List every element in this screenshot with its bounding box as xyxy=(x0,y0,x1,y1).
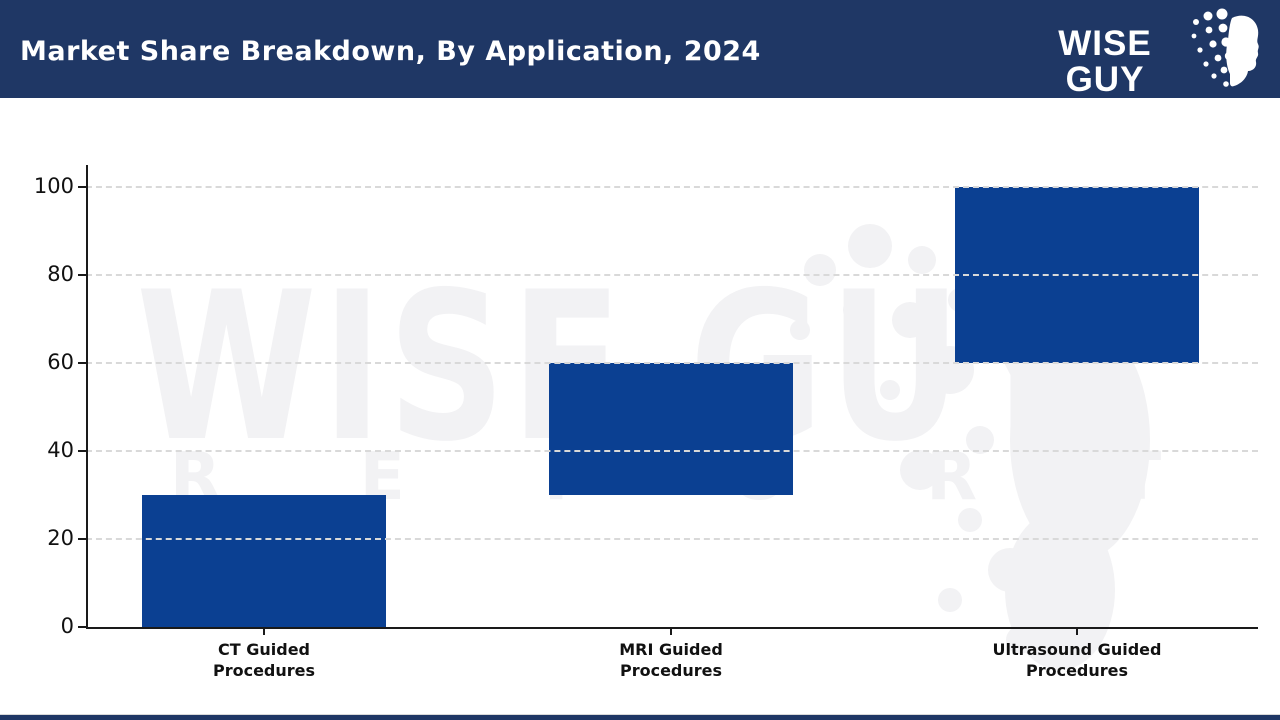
y-tick-40 xyxy=(78,450,86,452)
y-tick-80 xyxy=(78,274,86,276)
gridline-y-60 xyxy=(86,362,1258,364)
x-axis-spine xyxy=(86,627,1258,629)
brand-logo-text: WISE GUY R E P O R T S xyxy=(1016,26,1194,114)
y-tick-20 xyxy=(78,538,86,540)
y-tick-100 xyxy=(78,186,86,188)
footer-bar xyxy=(0,714,1280,720)
y-tick-60 xyxy=(78,362,86,364)
brand-logo-wiseguy: WISE GUY xyxy=(1058,24,1152,99)
x-category-label-mri-guided: MRI Guided Procedures xyxy=(619,640,723,680)
y-tick-label-0: 0 xyxy=(60,614,74,638)
bar-value-label-mri-guided: XX% xyxy=(1163,416,1215,440)
y-tick-0 xyxy=(78,626,86,628)
brand-logo-reports: R E P O R T S xyxy=(1020,99,1190,113)
plot-area: 0 20 40 60 80 100 XX% CT Guided Procedures XX% MR… xyxy=(0,98,1280,714)
bar-value-label-ct-guided: XX% xyxy=(756,548,808,572)
x-tick-ultrasound-guided xyxy=(1076,629,1078,635)
y-tick-label-100: 100 xyxy=(33,174,74,198)
watermark-face-dots xyxy=(790,224,1150,670)
gridline-y-20 xyxy=(86,538,1258,540)
bar-ct-guided xyxy=(142,495,386,627)
x-category-label-ultrasound-guided: Ultrasound Guided Procedures xyxy=(992,640,1162,680)
brand-logo-face-icon xyxy=(1191,8,1259,87)
gridline-y-100 xyxy=(86,186,1258,188)
header-bar: Market Share Breakdown, By Application, … xyxy=(0,0,1280,113)
gridline-y-80 xyxy=(86,274,1258,276)
y-axis-spine xyxy=(86,165,88,629)
bar-mri-guided xyxy=(549,363,793,495)
chart-title: Market Share Breakdown, By Application, … xyxy=(20,36,761,67)
y-tick-label-80: 80 xyxy=(47,262,74,286)
brand-logo: WISE GUY R E P O R T S xyxy=(1016,8,1266,113)
x-tick-mri-guided xyxy=(670,629,672,635)
x-tick-ct-guided xyxy=(263,629,265,635)
y-tick-label-20: 20 xyxy=(47,526,74,550)
gridline-y-40 xyxy=(86,450,1258,452)
y-tick-label-40: 40 xyxy=(47,438,74,462)
y-tick-label-60: 60 xyxy=(47,350,74,374)
bar-value-label-ultrasound-guided: 40.0% xyxy=(955,262,1280,286)
x-category-label-ct-guided: CT Guided Procedures xyxy=(212,640,316,680)
